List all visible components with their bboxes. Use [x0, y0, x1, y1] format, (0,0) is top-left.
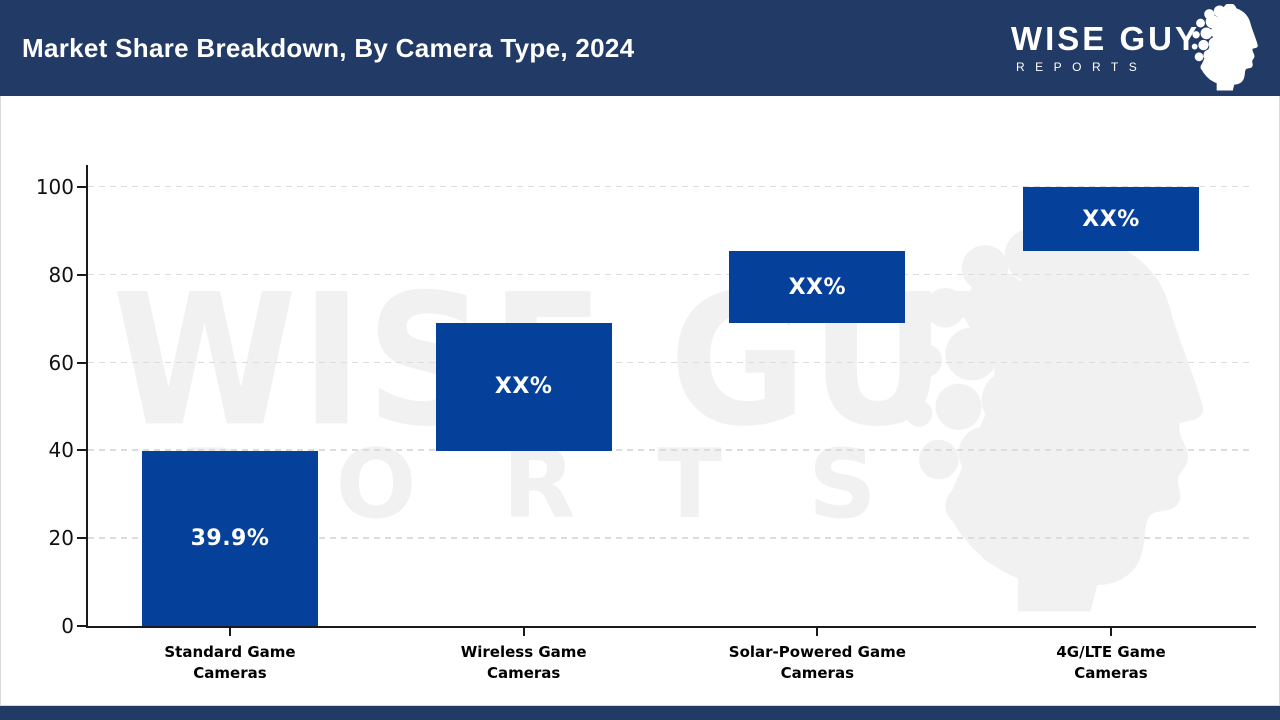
y-axis-tick-label: 20: [48, 526, 74, 551]
x-axis-category-label: Solar-Powered Game Cameras: [707, 642, 927, 684]
x-axis-category-line: 4G/LTE Game: [1056, 643, 1166, 661]
gridline: [88, 273, 1254, 276]
x-axis-category-line: Solar-Powered Game: [728, 643, 906, 661]
x-axis-category-line: Cameras: [780, 664, 855, 682]
bar: [435, 323, 612, 451]
bar: [1023, 186, 1199, 252]
y-axis-tick-label: 40: [48, 438, 74, 463]
wiseguy-head-logo-icon: [1186, 4, 1262, 92]
y-axis-tick: [77, 185, 86, 188]
bar: [729, 251, 906, 324]
gridline: [88, 537, 1254, 539]
y-axis-tick: [77, 537, 86, 540]
bar-value-label: 39.9%: [190, 525, 270, 551]
gridline: [88, 361, 1254, 364]
y-axis-tick: [77, 625, 86, 627]
bar-value-label: XX%: [1082, 206, 1140, 232]
y-axis-tick-label: 100: [35, 174, 74, 199]
y-axis-tick-label: 80: [48, 262, 74, 287]
y-axis-tick-label: 60: [48, 350, 74, 375]
x-axis-category-label: Standard Game Cameras: [120, 642, 340, 684]
wiseguy-logo-text: WISE GUY REPORTS: [1011, 22, 1200, 74]
x-axis-tick: [1110, 628, 1112, 636]
footer-bar: [0, 706, 1280, 720]
x-axis-category-line: Standard Game: [164, 643, 296, 661]
gridline: [88, 185, 1254, 188]
page-title: Market Share Breakdown, By Camera Type, …: [22, 32, 635, 63]
x-axis-category-line: Cameras: [193, 664, 267, 682]
x-axis-spine: [86, 626, 1256, 628]
x-axis-category-line: Wireless Game: [460, 643, 587, 661]
wiseguy-logo: WISE GUY REPORTS: [1011, 4, 1262, 92]
bar-value-label: XX%: [494, 374, 553, 400]
header-bar: Market Share Breakdown, By Camera Type, …: [0, 0, 1280, 96]
bar: [142, 450, 318, 626]
x-axis-tick: [522, 628, 525, 636]
x-axis-category-line: Cameras: [1074, 664, 1148, 682]
gridline: [88, 449, 1254, 451]
x-axis-category-label: Wireless Game Cameras: [414, 642, 634, 684]
x-axis-tick: [229, 628, 231, 636]
y-axis-tick: [77, 449, 86, 452]
x-axis-category-label: 4G/LTE Game Cameras: [1001, 642, 1221, 684]
y-axis-tick: [77, 361, 86, 364]
y-axis-tick-label: 0: [61, 614, 74, 638]
y-axis-tick: [77, 273, 86, 276]
bar-value-label: XX%: [788, 274, 847, 300]
x-axis-tick: [816, 628, 819, 636]
x-axis-category-line: Cameras: [486, 664, 561, 682]
y-axis-spine: [86, 165, 88, 628]
logo-sub-label: REPORTS: [1015, 60, 1148, 74]
logo-name-label: WISE GUY: [1010, 20, 1200, 57]
